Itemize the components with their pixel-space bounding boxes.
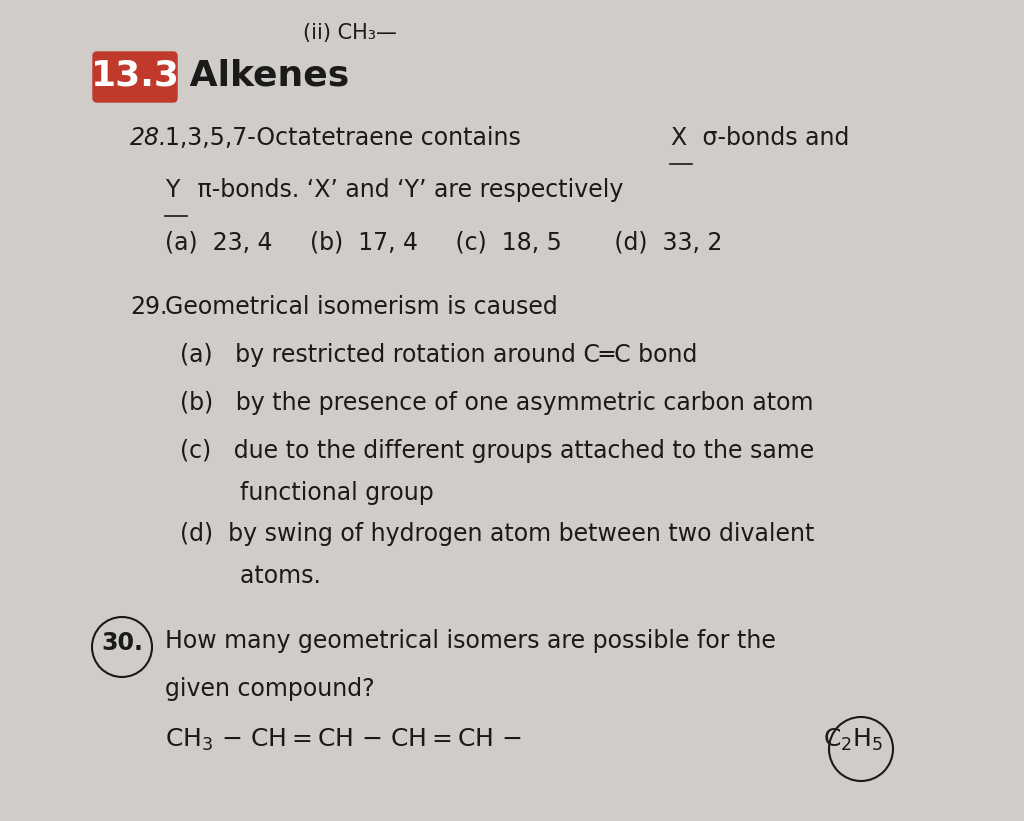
Text: σ-bonds and: σ-bonds and: [695, 126, 849, 150]
Text: atoms.: atoms.: [180, 564, 321, 588]
FancyBboxPatch shape: [93, 52, 177, 102]
Text: given compound?: given compound?: [165, 677, 375, 701]
Text: (a)  23, 4     (b)  17, 4     (c)  18, 5       (d)  33, 2: (a) 23, 4 (b) 17, 4 (c) 18, 5 (d) 33, 2: [165, 230, 722, 254]
Text: π-bonds. ‘X’ and ‘Y’ are respectively: π-bonds. ‘X’ and ‘Y’ are respectively: [190, 178, 624, 202]
Text: 28.: 28.: [130, 126, 168, 150]
Text: Geometrical isomerism is caused: Geometrical isomerism is caused: [165, 295, 558, 319]
Text: Y: Y: [165, 178, 179, 202]
Text: 13.3: 13.3: [90, 58, 179, 92]
Text: X: X: [670, 126, 686, 150]
Text: (b)   by the presence of one asymmetric carbon atom: (b) by the presence of one asymmetric ca…: [180, 391, 813, 415]
Text: (c)   due to the different groups attached to the same: (c) due to the different groups attached…: [180, 439, 814, 463]
Text: C$_2$H$_5$: C$_2$H$_5$: [823, 727, 883, 753]
Text: 29.: 29.: [130, 295, 167, 319]
Text: (d)  by swing of hydrogen atom between two divalent: (d) by swing of hydrogen atom between tw…: [180, 522, 814, 546]
Text: functional group: functional group: [180, 481, 434, 505]
Text: CH$_3$ $-$ CH$=$CH $-$ CH$=$CH $-$: CH$_3$ $-$ CH$=$CH $-$ CH$=$CH $-$: [165, 727, 524, 753]
Text: 1,3,5,7-Octatetraene contains: 1,3,5,7-Octatetraene contains: [165, 126, 528, 150]
Text: Alkenes: Alkenes: [177, 58, 349, 92]
Text: 30.: 30.: [101, 631, 143, 655]
Text: How many geometrical isomers are possible for the: How many geometrical isomers are possibl…: [165, 629, 776, 653]
Text: (a)   by restricted rotation around C═C bond: (a) by restricted rotation around C═C bo…: [180, 343, 697, 367]
Text: (ii) CH₃—: (ii) CH₃—: [303, 23, 397, 43]
